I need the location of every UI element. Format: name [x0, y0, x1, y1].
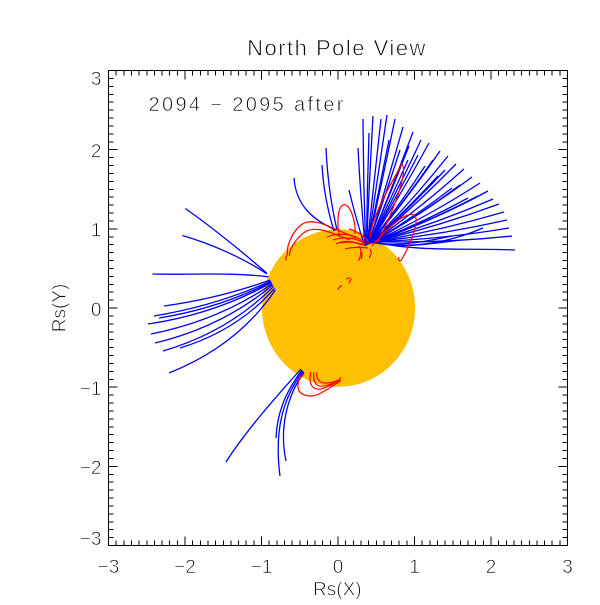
svg-text:3: 3 — [91, 69, 102, 90]
svg-text:Rs(X): Rs(X) — [313, 580, 362, 601]
svg-text:−2: −2 — [80, 458, 102, 479]
svg-text:−3: −3 — [80, 529, 102, 550]
svg-text:−3: −3 — [98, 557, 120, 578]
svg-text:2: 2 — [91, 142, 102, 163]
svg-text:Rs(Y): Rs(Y) — [50, 284, 71, 333]
svg-text:2094 − 2095 after: 2094 − 2095 after — [149, 94, 346, 116]
svg-text:−2: −2 — [174, 557, 196, 578]
svg-text:2: 2 — [486, 557, 497, 578]
svg-text:3: 3 — [562, 557, 573, 578]
svg-text:0: 0 — [333, 557, 344, 578]
svg-text:0: 0 — [91, 300, 102, 321]
svg-text:−1: −1 — [80, 379, 102, 400]
svg-text:North Pole View: North Pole View — [247, 36, 427, 61]
svg-text:1: 1 — [91, 221, 102, 242]
svg-text:1: 1 — [409, 557, 420, 578]
svg-text:−1: −1 — [251, 557, 273, 578]
